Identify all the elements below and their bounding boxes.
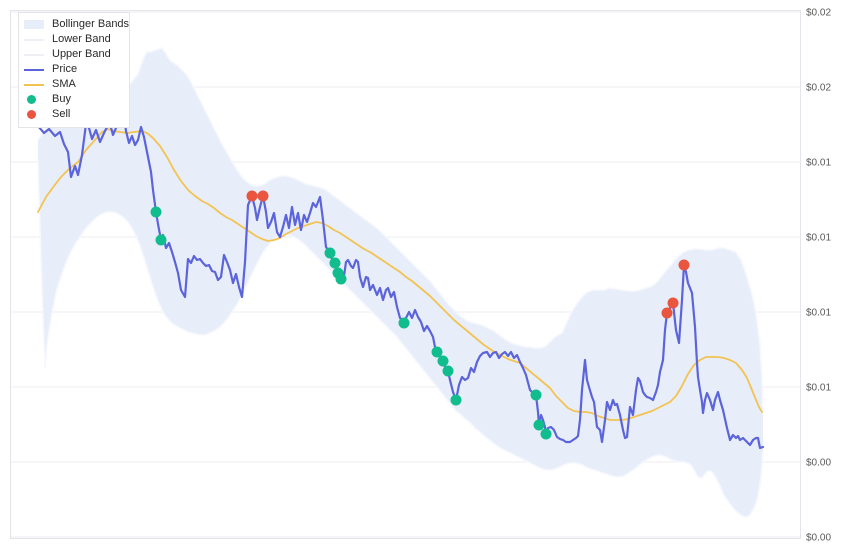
y-tick-label: $0.00 — [806, 533, 831, 544]
buy-marker[interactable] — [530, 389, 542, 401]
y-tick-label: $0.01 — [806, 233, 831, 244]
lower-band-swatch-icon — [24, 34, 46, 46]
chart-legend: Bollinger Bands Lower Band Upper Band Price… — [18, 12, 130, 128]
buy-marker[interactable] — [437, 355, 449, 367]
buy-marker[interactable] — [329, 257, 341, 269]
sell-marker[interactable] — [667, 297, 679, 309]
sma-swatch-icon — [24, 79, 46, 91]
sell-swatch-icon — [24, 109, 46, 121]
legend-label: Bollinger Bands — [52, 18, 130, 30]
legend-label: Sell — [52, 108, 71, 120]
legend-label: Upper Band — [52, 48, 111, 60]
legend-item-sell[interactable]: Sell — [24, 107, 123, 122]
price-line — [36, 91, 765, 450]
legend-item-bollinger-bands[interactable]: Bollinger Bands — [24, 17, 129, 32]
y-tick-label: $0.00 — [806, 458, 831, 469]
y-tick-label: $0.01 — [806, 383, 831, 394]
legend-item-lower-band[interactable]: Lower Band — [24, 32, 123, 47]
buy-marker[interactable] — [398, 317, 410, 329]
legend-label: SMA — [52, 78, 76, 90]
buy-marker[interactable] — [324, 247, 336, 259]
buy-marker[interactable] — [533, 419, 545, 431]
sell-marker[interactable] — [661, 307, 673, 319]
buy-marker[interactable] — [431, 346, 443, 358]
y-tick-label: $0.02 — [806, 83, 831, 94]
buy-marker[interactable] — [155, 234, 167, 246]
sell-marker[interactable] — [257, 190, 269, 202]
legend-label: Lower Band — [52, 33, 111, 45]
y-tick-label: $0.01 — [806, 158, 831, 169]
legend-item-price[interactable]: Price — [24, 62, 123, 77]
plot-border — [10, 10, 801, 539]
buy-swatch-icon — [24, 94, 46, 106]
bollinger-band-area — [38, 25, 763, 517]
lower-band-line — [37, 159, 764, 518]
buy-marker[interactable] — [442, 365, 454, 377]
bollinger-bands-swatch-icon — [24, 19, 46, 31]
legend-label: Buy — [52, 93, 71, 105]
sma-line — [37, 128, 763, 421]
upper-band-swatch-icon — [24, 49, 46, 61]
sell-marker[interactable] — [246, 190, 258, 202]
y-tick-label: $0.01 — [806, 308, 831, 319]
y-tick-label: $0.02 — [806, 8, 831, 19]
legend-item-buy[interactable]: Buy — [24, 92, 123, 107]
legend-item-upper-band[interactable]: Upper Band — [24, 47, 123, 62]
buy-marker[interactable] — [540, 428, 552, 440]
buy-marker[interactable] — [450, 394, 462, 406]
legend-label: Price — [52, 63, 78, 75]
sell-marker[interactable] — [678, 259, 690, 271]
buy-marker[interactable] — [335, 273, 347, 285]
upper-band-line — [37, 24, 764, 416]
buy-marker[interactable] — [150, 206, 162, 218]
legend-item-sma[interactable]: SMA — [24, 77, 123, 92]
price-swatch-icon — [24, 64, 46, 76]
